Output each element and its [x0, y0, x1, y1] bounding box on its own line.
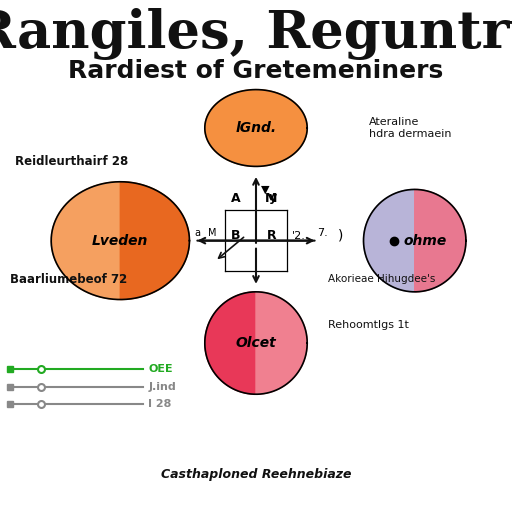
Polygon shape — [256, 292, 307, 394]
Text: y: y — [269, 190, 277, 204]
Text: 7.: 7. — [317, 228, 328, 238]
Text: Casthaploned Reehnebiaze: Casthaploned Reehnebiaze — [161, 468, 351, 481]
Text: I 28: I 28 — [148, 399, 172, 410]
Text: ▼: ▼ — [261, 184, 270, 195]
Polygon shape — [51, 182, 120, 300]
Text: Olcet: Olcet — [236, 336, 276, 350]
Polygon shape — [364, 189, 415, 292]
Text: Rehoomtlgs 1t: Rehoomtlgs 1t — [328, 320, 409, 330]
Text: Ateraline
hdra dermaein: Ateraline hdra dermaein — [369, 117, 451, 139]
Polygon shape — [120, 182, 189, 300]
Text: Baarliumebeof 72: Baarliumebeof 72 — [10, 272, 127, 286]
Text: Reidleurthairf 28: Reidleurthairf 28 — [15, 155, 129, 168]
Text: M: M — [265, 192, 278, 205]
Text: ohme: ohme — [403, 233, 446, 248]
Text: B: B — [231, 229, 240, 242]
Text: Rangiles, Reguntry: Rangiles, Reguntry — [0, 8, 512, 60]
Text: A: A — [231, 192, 240, 205]
Text: '2.: '2. — [292, 230, 306, 241]
Polygon shape — [205, 90, 307, 166]
Text: M: M — [208, 228, 217, 238]
Text: J.ind: J.ind — [148, 381, 176, 392]
Text: ): ) — [338, 228, 343, 243]
Text: lGnd.: lGnd. — [236, 121, 276, 135]
Text: Rardiest of Gretemeniners: Rardiest of Gretemeniners — [69, 59, 443, 83]
Text: Lveden: Lveden — [92, 233, 148, 248]
Polygon shape — [205, 292, 256, 394]
Text: Akorieae Hihugdee's: Akorieae Hihugdee's — [328, 274, 435, 284]
Polygon shape — [415, 189, 466, 292]
Text: a: a — [194, 228, 200, 238]
Text: OEE: OEE — [148, 364, 173, 374]
Text: R: R — [267, 229, 276, 242]
